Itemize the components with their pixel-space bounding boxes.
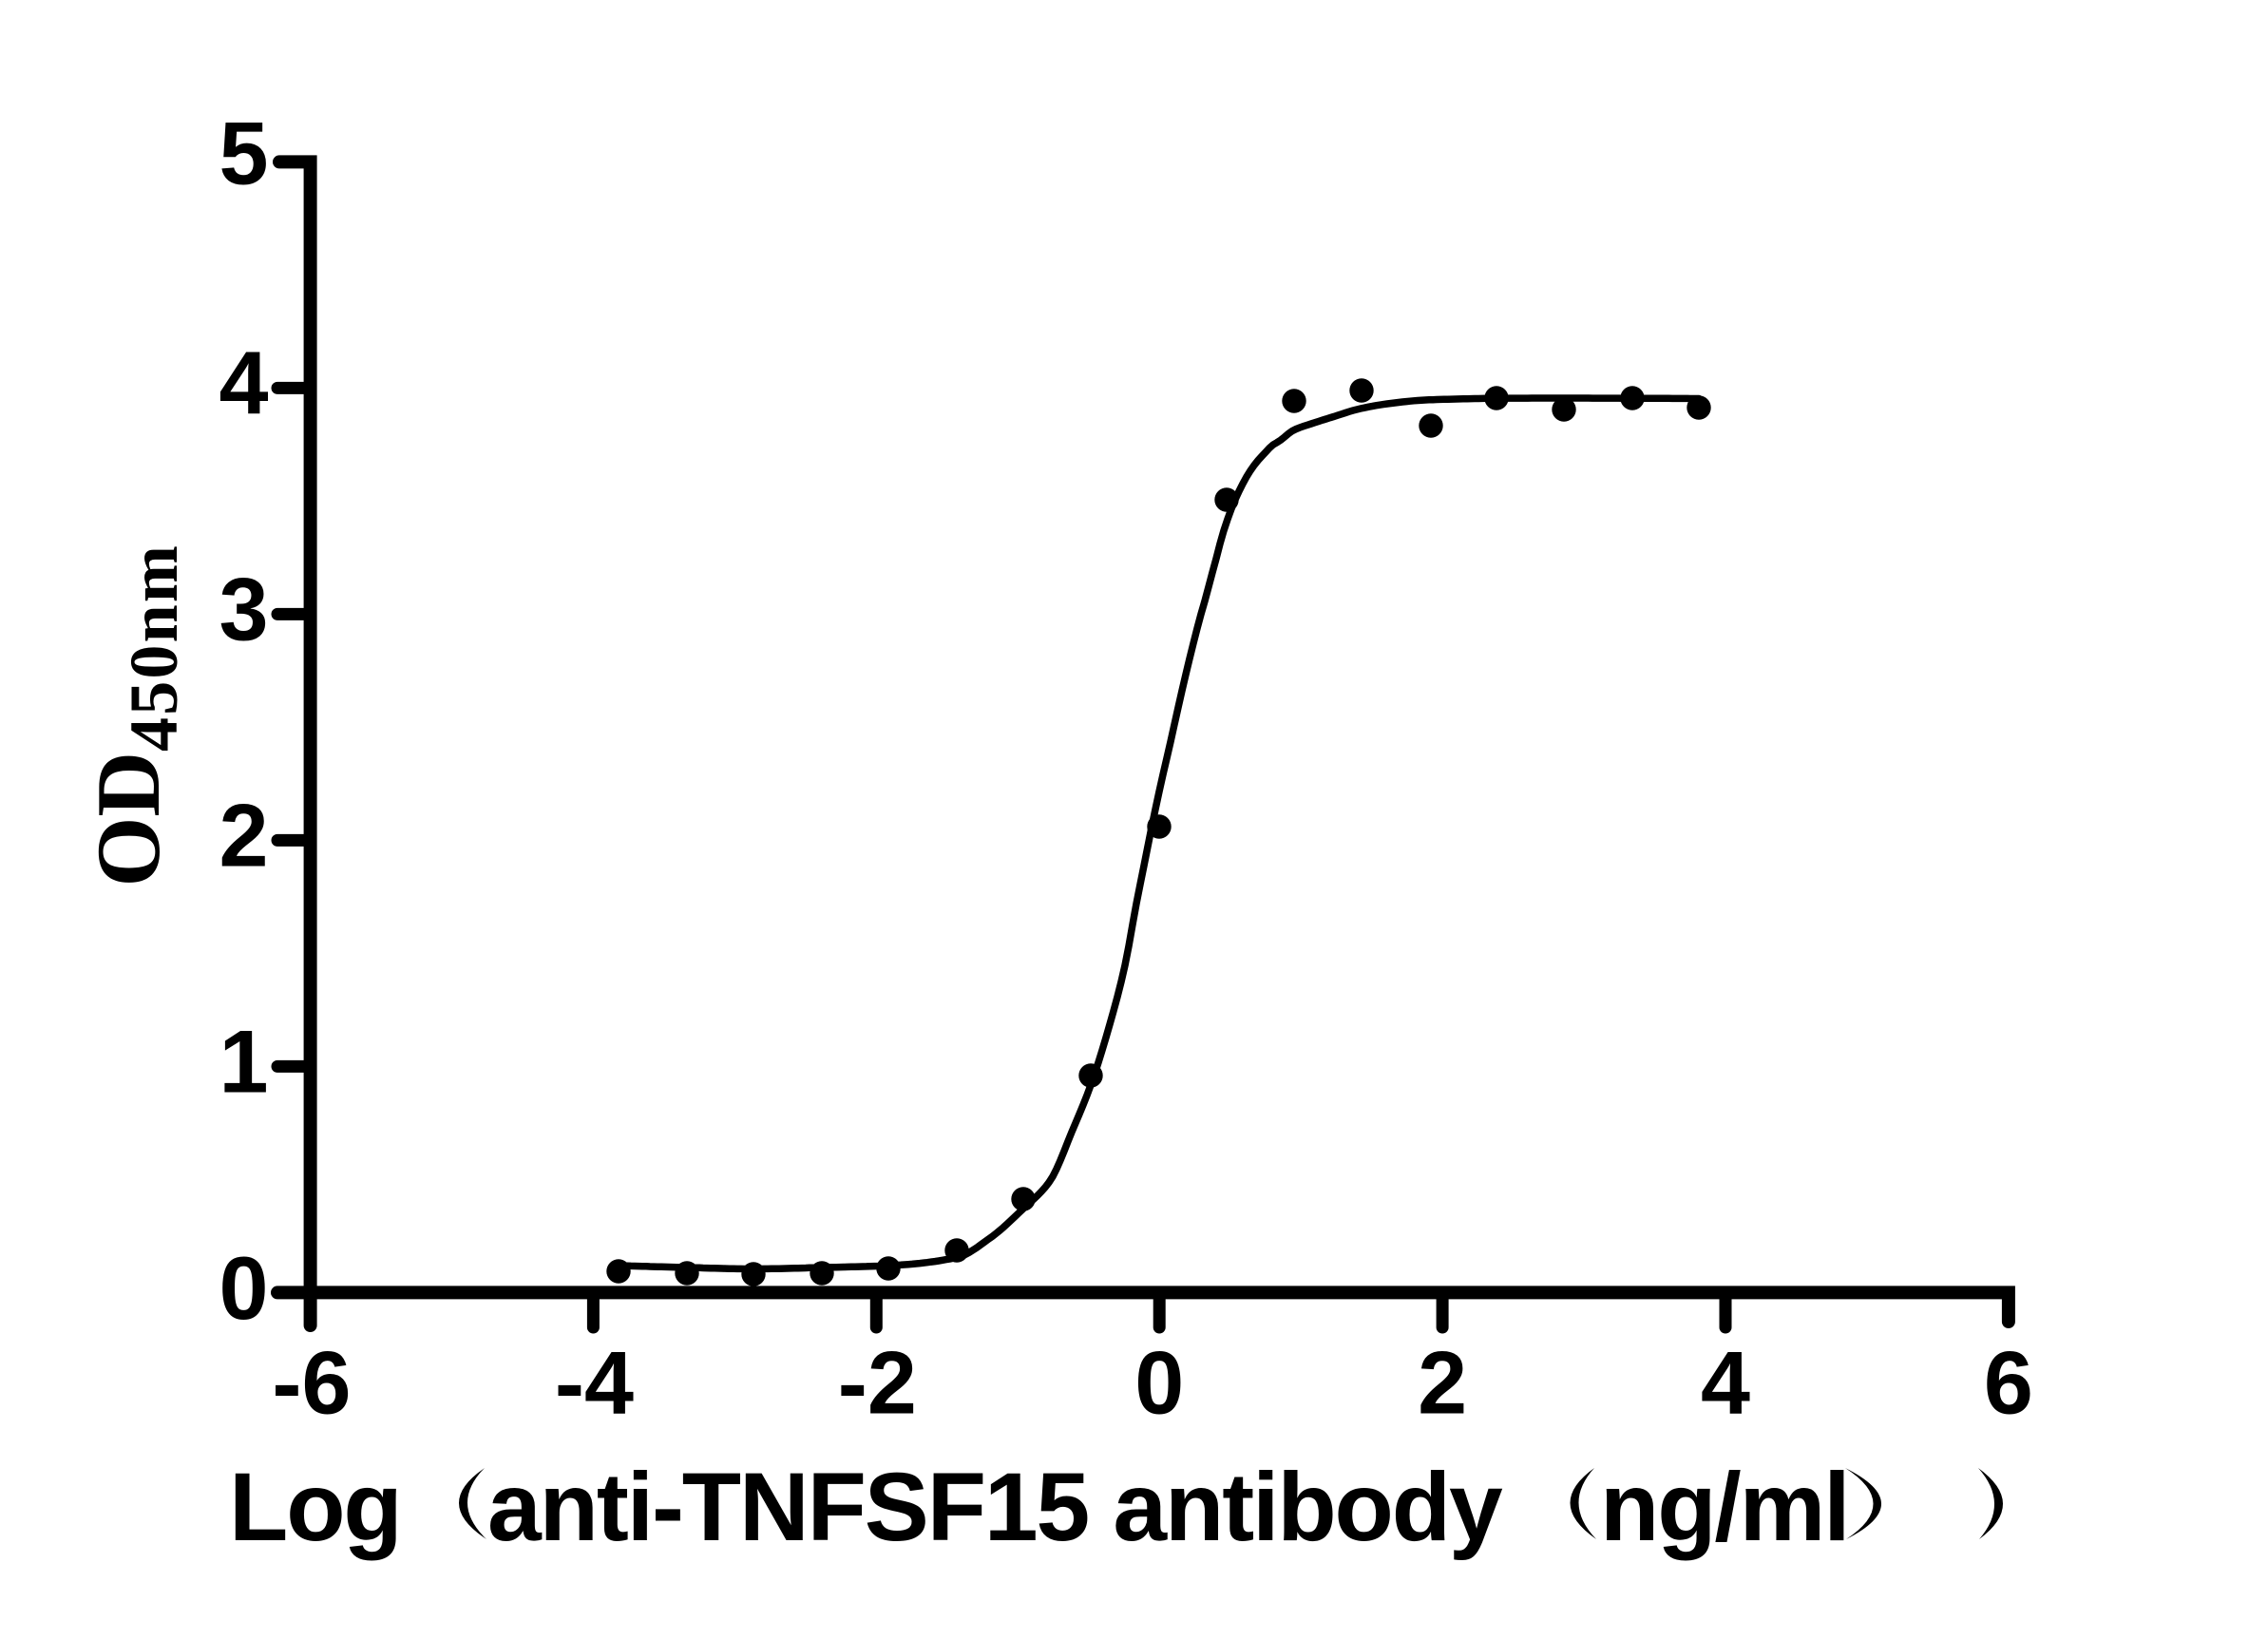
svg-text:anti-TNFSF15 antibody: anti-TNFSF15 antibody bbox=[487, 1453, 1503, 1561]
svg-text:5: 5 bbox=[219, 104, 268, 203]
svg-text:1: 1 bbox=[219, 1011, 268, 1111]
svg-text:-6: -6 bbox=[272, 1333, 351, 1433]
svg-text:-4: -4 bbox=[555, 1333, 634, 1433]
svg-text:Log: Log bbox=[229, 1453, 401, 1561]
svg-text:-2: -2 bbox=[838, 1333, 917, 1433]
svg-text:0: 0 bbox=[1134, 1333, 1184, 1433]
svg-text:2: 2 bbox=[1418, 1333, 1467, 1433]
svg-text:4: 4 bbox=[1701, 1333, 1750, 1433]
svg-text:ng/ml: ng/ml bbox=[1600, 1453, 1848, 1561]
svg-text:2: 2 bbox=[219, 785, 268, 885]
svg-text:0: 0 bbox=[219, 1238, 268, 1338]
svg-text:3: 3 bbox=[219, 559, 268, 658]
svg-text:6: 6 bbox=[1984, 1333, 2033, 1433]
svg-text:4: 4 bbox=[219, 333, 268, 432]
